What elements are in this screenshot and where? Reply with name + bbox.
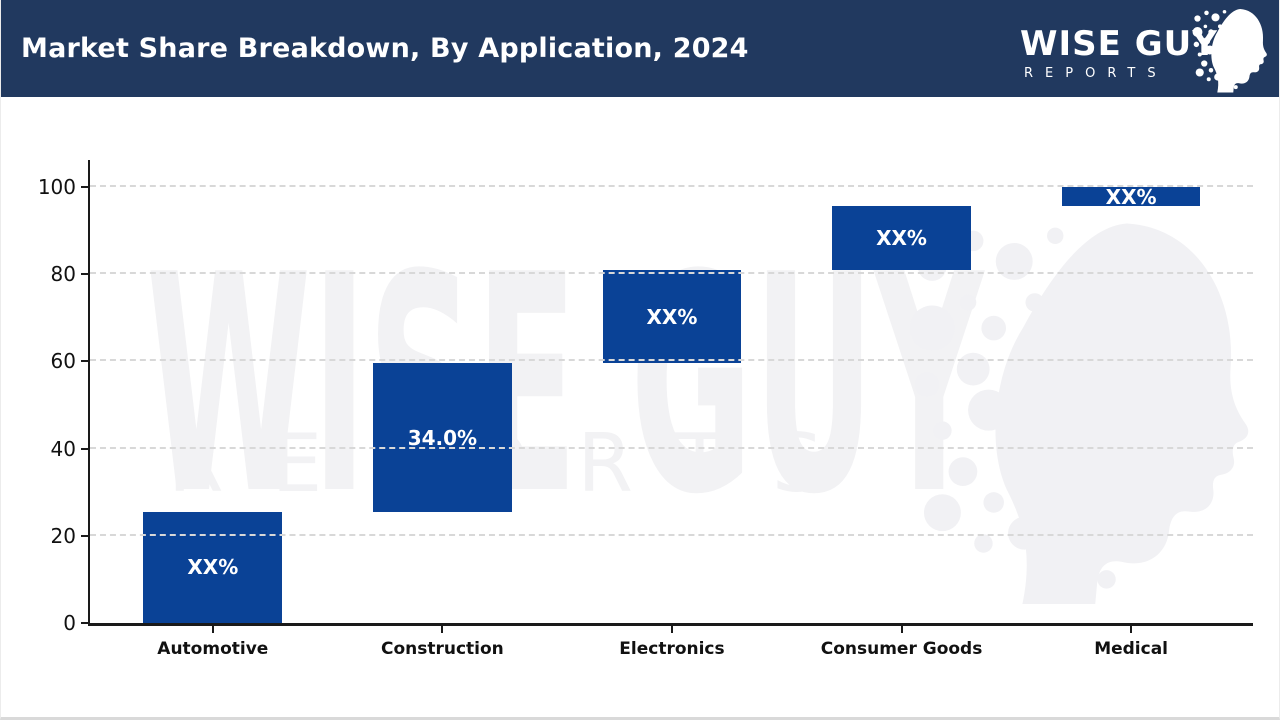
wise-guy-reports-logo: WISE GUY REPORTS [1020,9,1267,93]
watermark-text-main: WISE GUY [146,211,984,560]
y-tick-mark-60 [81,360,90,363]
x-tick-mark-electronics [670,623,673,633]
bar-value-label-automotive: XX% [187,555,239,580]
y-tick-mark-0 [81,622,90,624]
bar-medical: XX% [1061,184,1201,209]
bar-value-label-construction: 34.0% [407,425,478,450]
x-tick-mark-construction [441,623,444,633]
y-tick-mark-20 [81,534,90,537]
y-tick-mark-40 [81,447,90,450]
y-tick-mark-100 [81,185,90,188]
y-tick-label-100: 100 [37,174,76,199]
gridline-60 [90,359,1253,362]
x-label-automotive: Automotive [157,639,269,659]
y-tick-mark-80 [81,273,90,276]
gridline-80 [90,272,1253,275]
y-tick-label-20: 20 [50,523,76,548]
x-label-consumer-goods: Consumer Goods [820,639,983,659]
header-bar: Market Share Breakdown, By Application, … [0,0,1280,97]
bar-electronics: XX% [602,269,742,364]
gridline-100 [90,184,1253,187]
y-tick-label-40: 40 [50,436,76,461]
y-tick-label-60: 60 [50,349,76,374]
logo-wordmark: WISE GUY [1020,24,1218,64]
gridline-20 [90,533,1253,536]
y-tick-label-0: 0 [63,611,76,635]
page-title: Market Share Breakdown, By Application, … [21,33,749,64]
bar-consumer-goods: XX% [832,206,971,270]
x-tick-mark-medical [1130,623,1133,633]
bar-value-label-consumer-goods: XX% [876,226,927,251]
x-label-electronics: Electronics [619,639,725,659]
plot-area: 0 20 40 60 80 100 XX% Automotive 34.0% Constructi… [38,160,1253,659]
y-tick-label-80: 80 [50,262,76,287]
x-label-construction: Construction [380,639,504,659]
x-tick-mark-consumer-goods [900,623,903,633]
gridline-40 [90,446,1253,449]
bar-automotive: XX% [143,511,283,623]
bar-value-label-medical: XX% [1105,184,1157,209]
bar-construction: 34.0% [373,363,512,512]
x-label-medical: Medical [1094,639,1169,659]
logo-subtext: REPORTS [1024,66,1168,81]
x-tick-mark-automotive [211,623,214,633]
bar-value-label-electronics: XX% [646,304,698,329]
